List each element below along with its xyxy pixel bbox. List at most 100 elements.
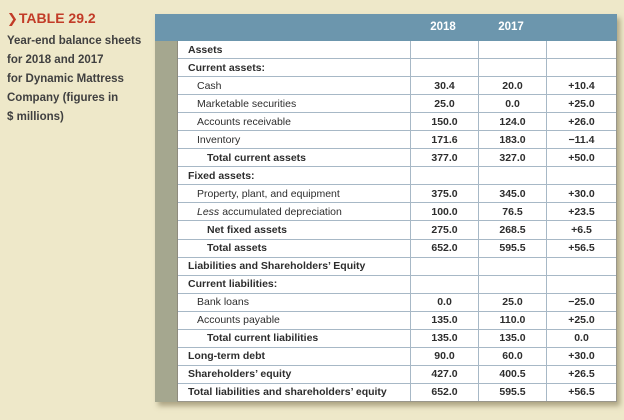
value-change: +56.5 xyxy=(546,239,616,257)
value-change: +25.0 xyxy=(546,95,616,113)
table-caption-text: Year-end balance sheets for 2018 and 201… xyxy=(7,32,155,127)
table-row: Inventory 171.6 183.0 −11.4 xyxy=(178,131,616,150)
value-2018: 30.4 xyxy=(410,77,478,95)
value-2018 xyxy=(410,59,478,77)
table-row: Accounts payable 135.0 110.0 +25.0 xyxy=(178,311,616,330)
row-label: Bank loans xyxy=(197,296,249,309)
row-label: Fixed assets: xyxy=(188,169,255,182)
value-2017: 60.0 xyxy=(478,347,546,365)
table-body: Assets Current assets: Cash 30.4 20.0 +10.4 Ma… xyxy=(155,41,617,402)
value-2017 xyxy=(478,41,546,59)
value-2017: 124.0 xyxy=(478,113,546,131)
value-2017: 76.5 xyxy=(478,203,546,221)
row-label: Liabilities and Shareholders’ Equity xyxy=(188,260,366,273)
value-change xyxy=(546,41,616,59)
row-label: Net fixed assets xyxy=(207,223,287,236)
value-2018 xyxy=(410,275,478,293)
value-change: +25.0 xyxy=(546,311,616,329)
value-change: +50.0 xyxy=(546,149,616,167)
table-row: Bank loans 0.0 25.0 −25.0 xyxy=(178,293,616,312)
value-2018: 652.0 xyxy=(410,239,478,257)
table-row: Total liabilities and shareholders’ equi… xyxy=(178,383,616,401)
table-header-row: 2018 2017 xyxy=(155,14,617,41)
row-label: Cash xyxy=(197,79,222,92)
value-change xyxy=(546,257,616,275)
row-label: Current assets: xyxy=(188,61,266,74)
row-label: Accounts payable xyxy=(197,314,280,327)
left-stripe xyxy=(155,41,177,402)
caption-line: for 2018 and 2017 xyxy=(7,54,104,66)
row-label: Total liabilities and shareholders’ equi… xyxy=(188,386,387,399)
row-label: Accounts receivable xyxy=(197,115,291,128)
value-2018: 275.0 xyxy=(410,221,478,239)
caption-line: $ millions) xyxy=(7,111,64,123)
row-label: Shareholders’ equity xyxy=(188,368,292,381)
table-row: Current liabilities: xyxy=(178,275,616,294)
value-change: +26.0 xyxy=(546,113,616,131)
value-2017 xyxy=(478,257,546,275)
value-change xyxy=(546,275,616,293)
table-row: Shareholders’ equity 427.0 400.5 +26.5 xyxy=(178,365,616,384)
row-label: Property, plant, and equipment xyxy=(197,187,340,200)
row-label: Current liabilities: xyxy=(188,278,278,291)
column-header-2017: 2017 xyxy=(498,21,524,33)
caption-line: for Dynamic Mattress xyxy=(7,73,124,85)
value-change: +10.4 xyxy=(546,77,616,95)
table-row: Liabilities and Shareholders’ Equity xyxy=(178,257,616,276)
table-row: Cash 30.4 20.0 +10.4 xyxy=(178,77,616,96)
balance-sheet-table: 2018 2017 Assets Current assets: Cash 30.4 2… xyxy=(155,14,617,402)
value-2018 xyxy=(410,41,478,59)
row-label: Less accumulated depreciation xyxy=(197,205,342,218)
value-change: +26.5 xyxy=(546,365,616,383)
value-2017: 25.0 xyxy=(478,293,546,311)
value-2018: 25.0 xyxy=(410,95,478,113)
table-caption: ❯ TABLE 29.2 Year-end balance sheets for… xyxy=(7,10,155,127)
value-2018: 135.0 xyxy=(410,329,478,347)
value-2017: 327.0 xyxy=(478,149,546,167)
value-2017: 345.0 xyxy=(478,185,546,203)
value-2017: 595.5 xyxy=(478,383,546,401)
value-2018: 0.0 xyxy=(410,293,478,311)
value-2018 xyxy=(410,167,478,185)
value-change: −11.4 xyxy=(546,131,616,149)
table-row: Long-term debt 90.0 60.0 +30.0 xyxy=(178,347,616,366)
value-2018: 90.0 xyxy=(410,347,478,365)
table-row: Fixed assets: xyxy=(178,167,616,186)
table-caption-title: ❯ TABLE 29.2 xyxy=(7,10,155,27)
value-2018: 427.0 xyxy=(410,365,478,383)
table-row: Assets xyxy=(178,41,616,60)
value-2017: 135.0 xyxy=(478,329,546,347)
value-2017: 20.0 xyxy=(478,77,546,95)
value-2018: 150.0 xyxy=(410,113,478,131)
row-label: Total current liabilities xyxy=(207,332,319,345)
value-change: +30.0 xyxy=(546,347,616,365)
value-2018: 100.0 xyxy=(410,203,478,221)
value-change xyxy=(546,59,616,77)
column-header-2018: 2018 xyxy=(430,21,456,33)
value-change: +30.0 xyxy=(546,185,616,203)
value-2018: 377.0 xyxy=(410,149,478,167)
row-label: Total current assets xyxy=(207,151,307,164)
value-2017: 595.5 xyxy=(478,239,546,257)
row-label: Long-term debt xyxy=(188,350,265,363)
value-change: +56.5 xyxy=(546,383,616,401)
value-change: 0.0 xyxy=(546,329,616,347)
table-row: Less accumulated depreciation 100.0 76.5 +23… xyxy=(178,203,616,222)
value-2017 xyxy=(478,167,546,185)
caption-line: Year-end balance sheets xyxy=(7,35,142,47)
value-2017 xyxy=(478,59,546,77)
table-row: Total assets 652.0 595.5 +56.5 xyxy=(178,239,616,258)
table-row: Total current liabilities 135.0 135.0 0.0 xyxy=(178,329,616,348)
value-2017 xyxy=(478,275,546,293)
value-change: +6.5 xyxy=(546,221,616,239)
value-change: −25.0 xyxy=(546,293,616,311)
value-change xyxy=(546,167,616,185)
row-label: Assets xyxy=(188,43,223,56)
value-2017: 0.0 xyxy=(478,95,546,113)
table-number: TABLE 29.2 xyxy=(18,10,96,26)
value-change: +23.5 xyxy=(546,203,616,221)
table-row: Current assets: xyxy=(178,59,616,78)
value-2018: 135.0 xyxy=(410,311,478,329)
table-row: Net fixed assets 275.0 268.5 +6.5 xyxy=(178,221,616,240)
